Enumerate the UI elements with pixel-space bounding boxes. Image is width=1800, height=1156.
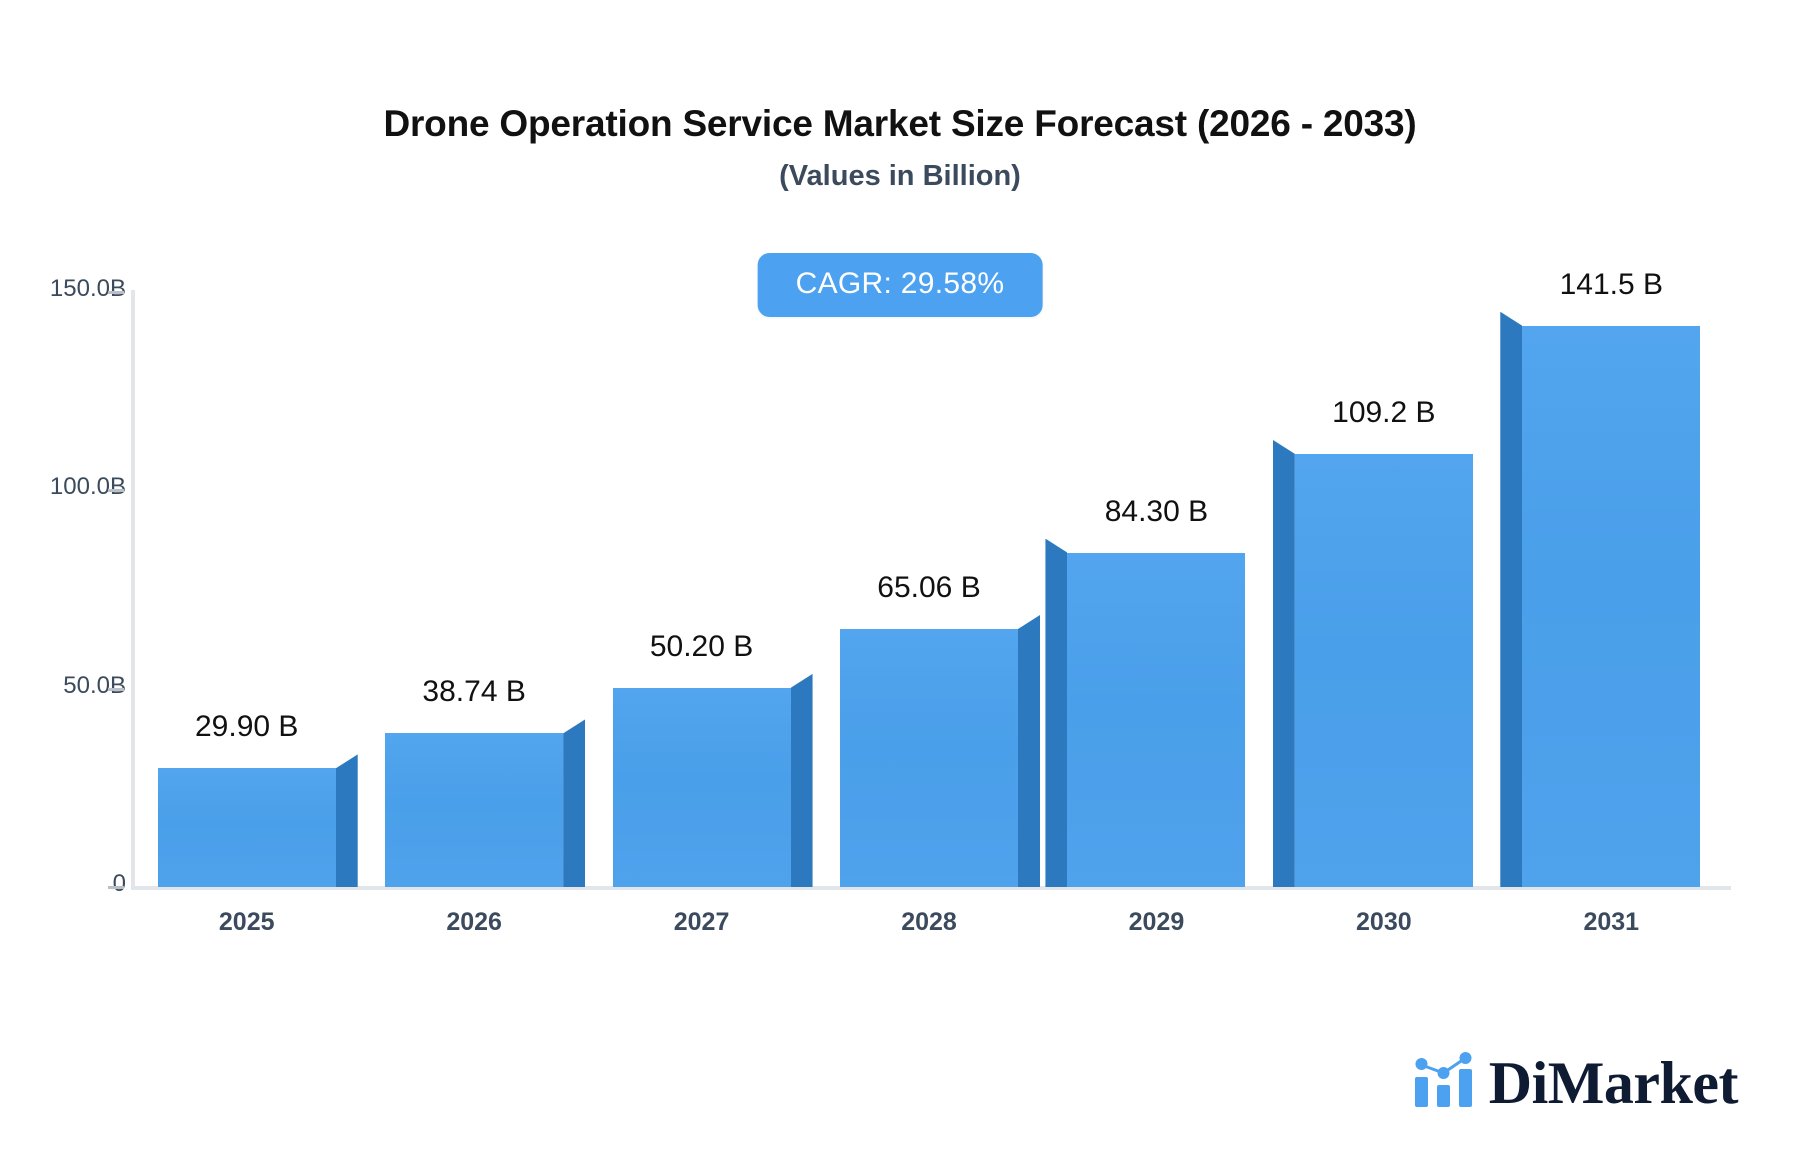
x-axis-tick-label-2031: 2031 [1583, 908, 1640, 936]
x-axis-tick-label-2025: 2025 [218, 908, 275, 936]
x-axis-tick-label-2030: 2030 [1356, 908, 1412, 936]
bar-face [840, 628, 1018, 887]
y-axis-tick-label: 50.0B [63, 671, 126, 699]
bar-chart-icon [1413, 1051, 1475, 1114]
bar-value-label: 50.20 B [649, 629, 754, 663]
bar-value-label: 38.74 B [422, 675, 526, 709]
bar-side-face [1500, 311, 1523, 887]
x-axis-tick-label-2029: 2029 [1128, 908, 1185, 936]
bar-side-face [1272, 439, 1295, 887]
bar-face [1294, 453, 1473, 887]
bar-face [612, 687, 791, 887]
y-axis-tick-mark [108, 489, 124, 493]
bar-side-face [790, 673, 813, 887]
dimarket-logo: DiMarket [1413, 1049, 1739, 1116]
x-axis-tick-label-2028: 2028 [901, 908, 957, 936]
bar-face [157, 768, 336, 887]
y-axis-tick-label: 0 [112, 870, 126, 897]
bar-face [1522, 325, 1701, 887]
y-axis-line [131, 290, 135, 890]
y-axis-tick-label: 100.0B [49, 473, 126, 501]
bar-value-label: 141.5 B [1559, 267, 1663, 301]
bar-value-label: 29.90 B [194, 710, 299, 744]
bar-2028[interactable] [840, 614, 1040, 887]
bar-value-label: 65.06 B [877, 570, 981, 604]
bar-2029[interactable] [1045, 538, 1246, 887]
chart-title: Drone Operation Service Market Size Fore… [383, 103, 1417, 144]
logo-text: DiMarket [1488, 1049, 1739, 1116]
bar-2030[interactable] [1272, 439, 1473, 887]
chart-subtitle: (Values in Billion) [779, 159, 1021, 192]
y-axis-tick-label: 150.0B [49, 275, 126, 302]
bar-value-label: 84.30 B [1104, 494, 1209, 528]
bar-value-label: 109.2 B [1332, 395, 1436, 429]
y-axis-tick-mark [108, 687, 124, 691]
bar-side-face [1018, 614, 1040, 887]
bar-side-face [335, 754, 358, 887]
bar-2026[interactable] [385, 719, 586, 887]
bar-face [385, 733, 564, 887]
x-axis-tick-label-2026: 2026 [446, 908, 502, 936]
bar-2025[interactable] [157, 754, 358, 887]
y-axis-tick-mark [108, 886, 124, 889]
y-axis-tick-mark [108, 291, 124, 294]
bar-2027[interactable] [612, 673, 813, 887]
bar-face [1067, 552, 1246, 887]
bar-side-face [1045, 538, 1068, 887]
x-axis-line [131, 886, 1731, 890]
bar-side-face [563, 719, 586, 887]
x-axis-tick-label-2027: 2027 [673, 908, 730, 936]
chart-header: Drone Operation Service Market Size Fore… [0, 0, 1800, 193]
bar-2031[interactable] [1500, 311, 1701, 887]
cagr-badge: CAGR: 29.58% [757, 253, 1043, 317]
